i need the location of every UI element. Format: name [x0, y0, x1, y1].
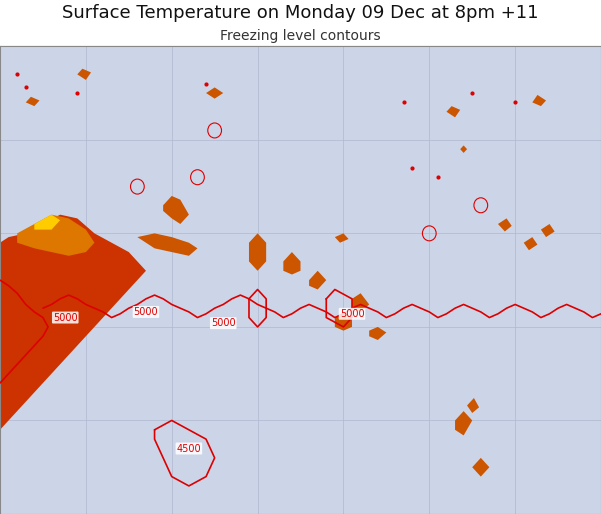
Polygon shape: [78, 69, 91, 80]
Polygon shape: [206, 87, 223, 99]
Polygon shape: [460, 145, 467, 153]
Polygon shape: [283, 252, 300, 274]
Polygon shape: [447, 106, 460, 117]
Text: Freezing level contours: Freezing level contours: [220, 29, 381, 43]
Polygon shape: [498, 218, 511, 231]
Text: 4500: 4500: [177, 444, 201, 453]
Polygon shape: [17, 215, 94, 256]
Text: 5000: 5000: [211, 318, 236, 328]
Polygon shape: [335, 233, 349, 243]
Polygon shape: [523, 237, 537, 250]
Polygon shape: [532, 95, 546, 106]
Polygon shape: [249, 233, 266, 271]
Polygon shape: [309, 271, 326, 289]
Polygon shape: [467, 398, 479, 413]
Polygon shape: [455, 411, 472, 435]
Polygon shape: [472, 458, 489, 476]
Polygon shape: [352, 293, 369, 312]
Polygon shape: [138, 233, 198, 256]
Polygon shape: [335, 312, 352, 331]
Text: Surface Temperature on Monday 09 Dec at 8pm +11: Surface Temperature on Monday 09 Dec at …: [63, 4, 538, 22]
Polygon shape: [0, 215, 146, 514]
Text: 5000: 5000: [53, 313, 78, 323]
Text: 5000: 5000: [340, 309, 364, 319]
Text: 5000: 5000: [133, 307, 158, 317]
Polygon shape: [163, 196, 189, 224]
Polygon shape: [34, 215, 60, 230]
Polygon shape: [369, 327, 386, 340]
Polygon shape: [26, 97, 40, 106]
Polygon shape: [541, 224, 555, 237]
